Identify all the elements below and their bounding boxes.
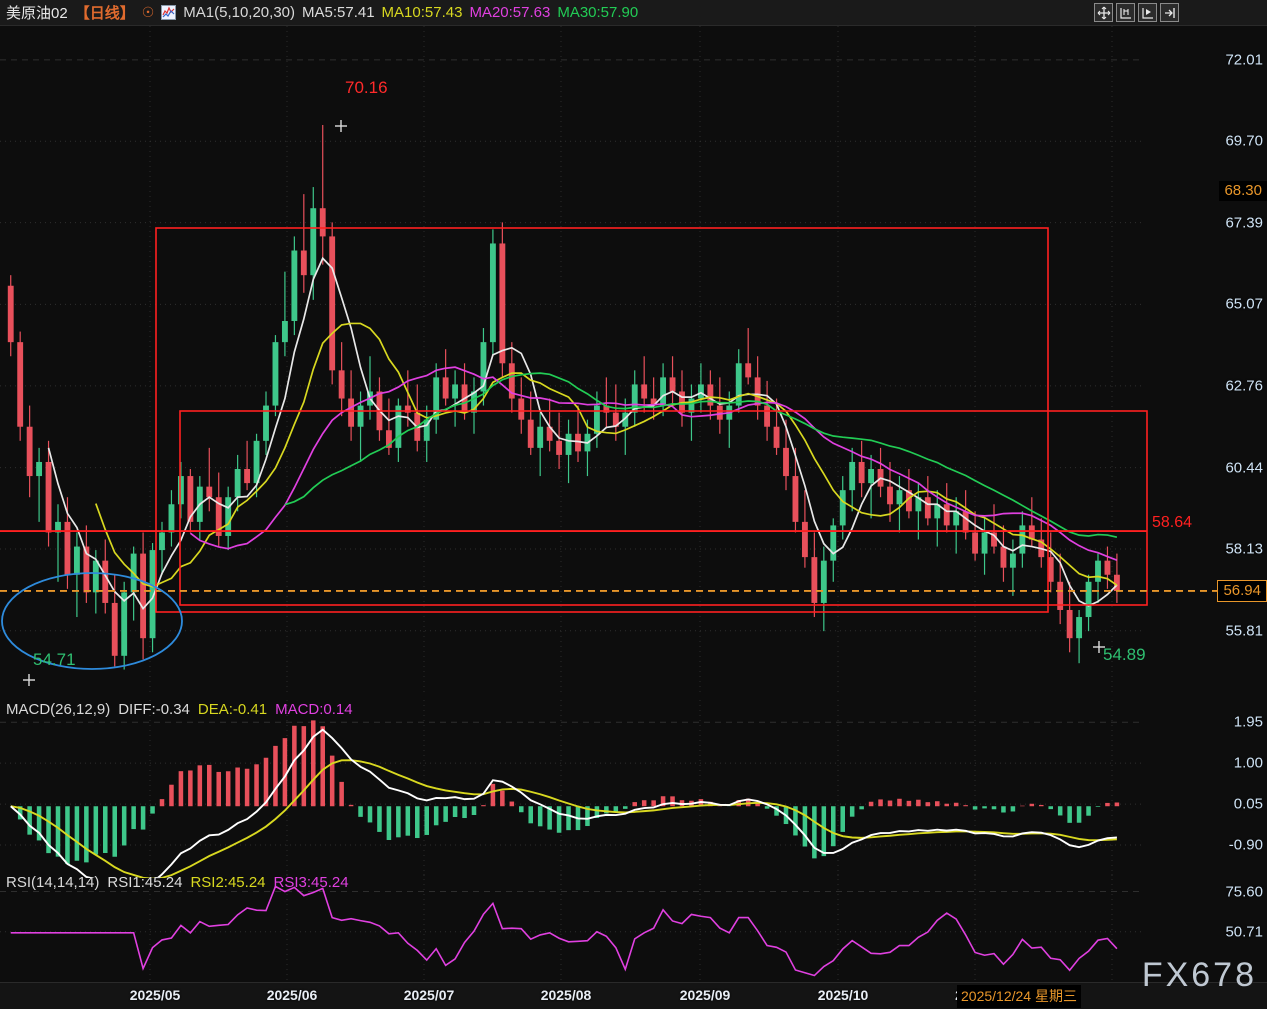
macd-chart-panel[interactable] [0, 700, 1267, 878]
time-axis-tick: 2025/05 [129, 987, 181, 1003]
rsi-axis-tick: 75.60 [1225, 883, 1263, 901]
ma20-value: MA20:57.63 [469, 4, 551, 21]
symbol-name[interactable]: 美原油02 [6, 5, 68, 22]
rsi-title-row: RSI(14,14,14) RSI1:45.24 RSI2:45.24 RSI3:45… [6, 874, 349, 891]
chart-toolbar [1094, 3, 1179, 22]
price-axis-tick: 55.81 [1225, 622, 1263, 640]
globe-icon[interactable]: ☉ [141, 4, 155, 20]
macd-axis-tick: 1.95 [1233, 713, 1263, 731]
time-axis-tick: 2025/08 [540, 987, 592, 1003]
price-axis-tick: 67.39 [1225, 214, 1263, 232]
low-marker-label-right: 54.89 [1103, 645, 1146, 664]
red-line-price-label: 58.64 [1152, 514, 1193, 532]
rsi-params-label: RSI(14,14,14) [6, 874, 100, 891]
price-axis-tick: 72.01 [1225, 51, 1263, 69]
time-axis-tick: 2025/10 [817, 987, 869, 1003]
watermark: FX678 [1141, 956, 1257, 994]
jump-to-latest-icon[interactable] [1160, 3, 1179, 22]
ma10-value: MA10:57.43 [381, 4, 463, 21]
time-axis-tick: 2025/07 [403, 987, 455, 1003]
measure-right-icon[interactable] [1138, 3, 1157, 22]
measure-left-icon[interactable] [1116, 3, 1135, 22]
price-axis-tick: 62.76 [1225, 377, 1263, 395]
price-plot [0, 26, 1267, 696]
price-axis-tick: 58.13 [1225, 540, 1263, 558]
last-price-badge: 56.94 [1217, 579, 1267, 602]
low-marker-label-left: 54.71 [33, 650, 76, 669]
price-axis-tick: 60.44 [1225, 459, 1263, 477]
macd-macd-value: MACD:0.14 [275, 701, 353, 718]
ma5-value: MA5:57.41 [302, 4, 375, 21]
macd-dea-value: DEA:-0.41 [197, 701, 268, 718]
ma30-value: MA30:57.90 [557, 4, 639, 21]
rsi3-value: RSI3:45.24 [273, 874, 349, 891]
rsi-plot [0, 874, 1144, 982]
current-date-label: 2025/12/24 星期三 [957, 985, 1081, 1008]
price-high-badge: 68.30 [1219, 180, 1267, 201]
rsi1-value: RSI1:45.24 [107, 874, 183, 891]
rsi2-value: RSI2:45.24 [190, 874, 266, 891]
period-label[interactable]: 【日线】 [74, 5, 135, 22]
price-chart-panel[interactable] [0, 26, 1267, 696]
price-axis-tick: 69.70 [1225, 132, 1263, 150]
macd-plot [0, 700, 1144, 878]
chart-header: 美原油02 【日线】 ☉ MA1(5,10,20,30) MA5:57.41 M… [0, 0, 1267, 26]
ma-params-label: MA1(5,10,20,30) [183, 4, 295, 21]
mini-chart-icon[interactable] [161, 5, 177, 20]
price-axis-tick: 65.07 [1225, 295, 1263, 313]
time-axis-tick: 2025/09 [679, 987, 731, 1003]
macd-axis-tick: 0.05 [1233, 795, 1263, 813]
macd-axis-tick: -0.90 [1228, 836, 1263, 854]
time-axis[interactable]: 2025/05 2025/06 2025/07 2025/08 2025/09 2025/… [0, 982, 1267, 1009]
rsi-chart-panel[interactable] [0, 874, 1267, 982]
rsi-axis-tick: 50.71 [1225, 923, 1263, 941]
crosshair-move-icon[interactable] [1094, 3, 1113, 22]
macd-axis-tick: 1.00 [1233, 754, 1263, 772]
macd-diff-value: DIFF:-0.34 [118, 701, 190, 718]
high-marker-label: 70.16 [345, 78, 388, 97]
time-axis-tick: 2025/06 [266, 987, 318, 1003]
macd-params-label: MACD(26,12,9) [6, 701, 111, 718]
macd-title-row: MACD(26,12,9) DIFF:-0.34 DEA:-0.41 MACD:0.1… [6, 701, 353, 718]
